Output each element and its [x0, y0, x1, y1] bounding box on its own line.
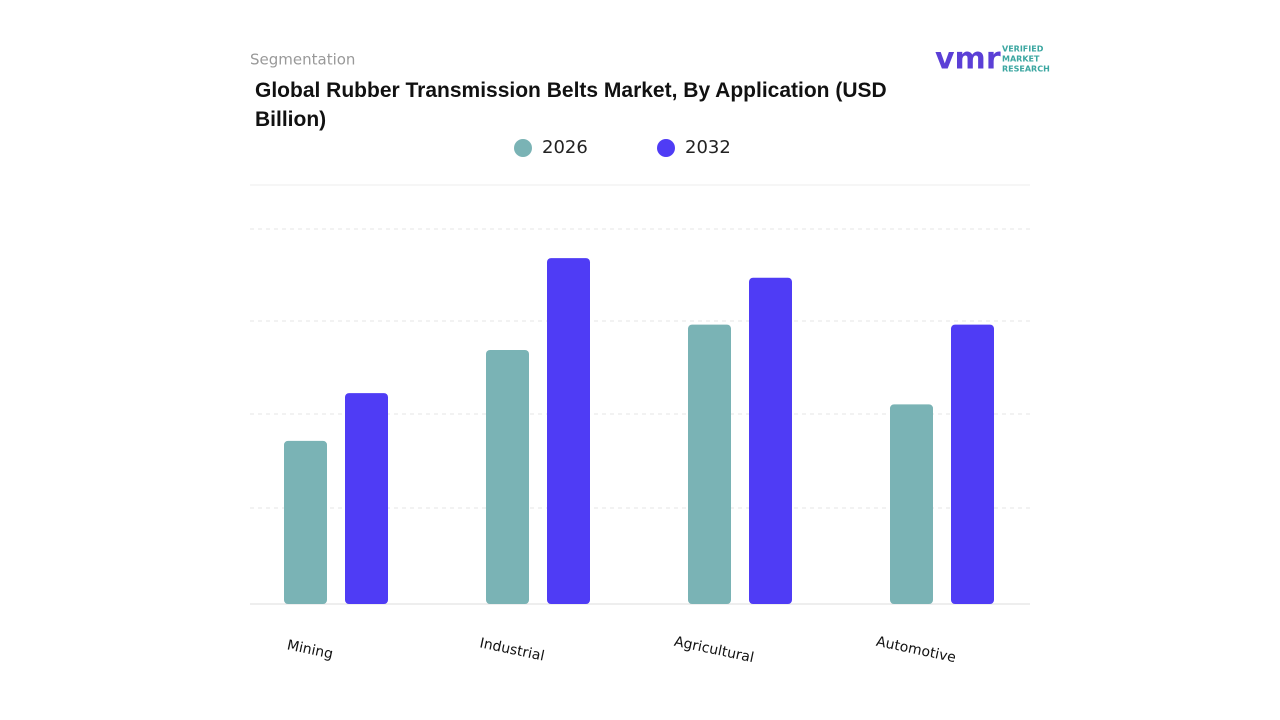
bar	[547, 258, 590, 604]
x-tick-label: Agricultural	[673, 634, 756, 667]
bar	[688, 324, 731, 604]
logo-mark: vmr	[935, 42, 1001, 77]
legend-label: 2032	[685, 137, 731, 158]
logo-line: MARKET	[1002, 55, 1040, 64]
legend-label: 2026	[542, 137, 588, 158]
logo-line: RESEARCH	[1002, 65, 1050, 74]
chart-title: Global Rubber Transmission Belts Market,…	[255, 79, 887, 131]
bar	[486, 349, 529, 604]
legend-swatch	[514, 139, 532, 157]
title-box: Global Rubber Transmission Belts Market,…	[255, 79, 887, 131]
legend-swatch	[657, 139, 675, 157]
bar	[749, 277, 792, 604]
x-tick-label: Automotive	[875, 634, 958, 666]
logo-line: VERIFIED	[1002, 45, 1044, 54]
header: Segmentation	[250, 51, 355, 69]
x-tick-label: Industrial	[478, 635, 546, 664]
bar	[284, 440, 327, 604]
x-tick-label: Mining	[286, 637, 335, 662]
bar	[951, 324, 994, 604]
bar	[890, 404, 933, 604]
bar	[345, 393, 388, 604]
